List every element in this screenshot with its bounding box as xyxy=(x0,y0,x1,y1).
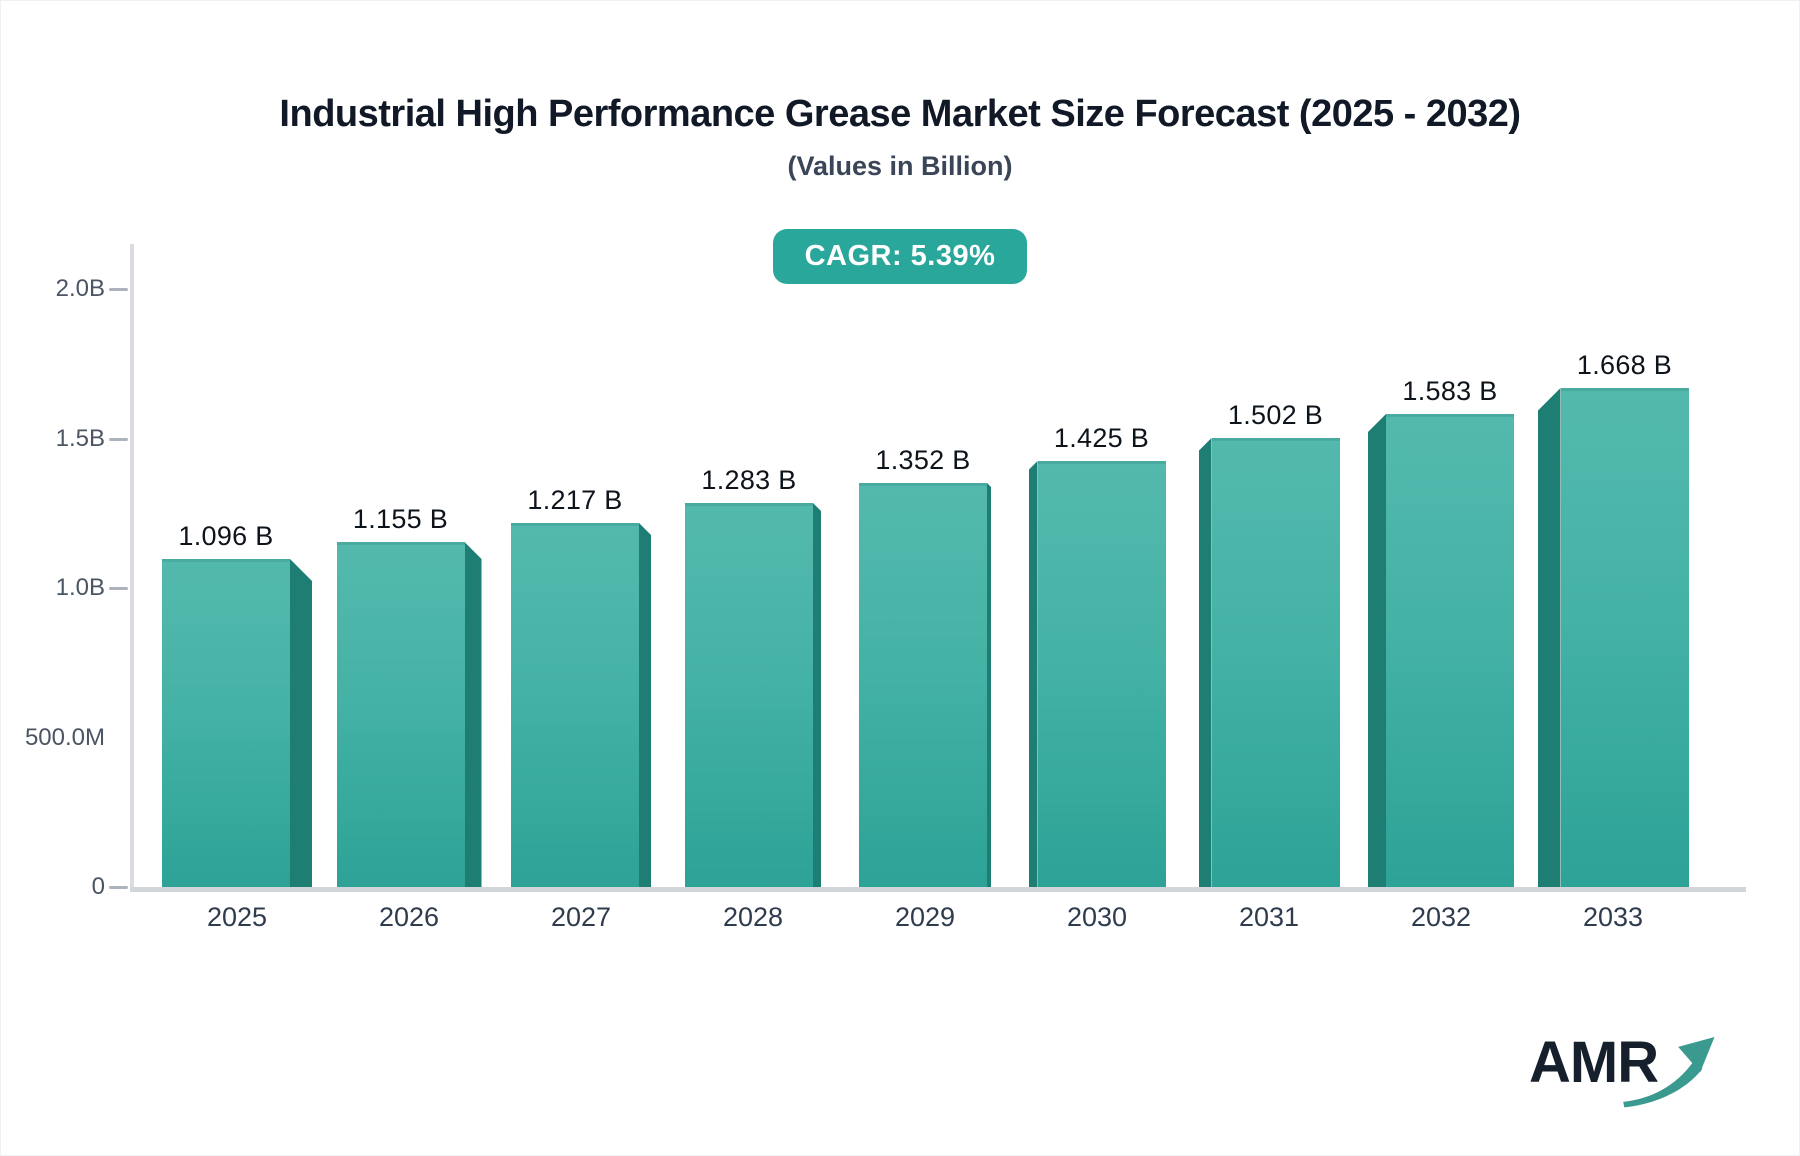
bar-value-label-2025: 1.096 B xyxy=(178,521,274,551)
x-tick-label-2026: 2026 xyxy=(378,902,440,932)
bar-side-2027 xyxy=(639,523,651,887)
bar-side-2026 xyxy=(464,542,482,887)
amr-logo: AMR xyxy=(1529,1029,1739,1113)
y-tick-dash xyxy=(109,437,128,441)
bar-value-label-2031: 1.502 B xyxy=(1227,400,1324,430)
bar-2030 xyxy=(1037,461,1166,887)
cagr-badge: CAGR: 5.39% xyxy=(772,229,1028,284)
bar-side-2028 xyxy=(813,503,821,887)
chart-subtitle: (Values in Billion) xyxy=(787,151,1013,181)
y-tick-dash xyxy=(109,886,128,889)
bar-2025 xyxy=(162,559,290,887)
x-axis-line xyxy=(130,887,1746,892)
bar-value-label-2026: 1.155 B xyxy=(352,504,449,534)
bar-2029 xyxy=(859,483,987,887)
x-tick-label-2029: 2029 xyxy=(894,902,956,932)
bar-2028 xyxy=(685,503,813,887)
bar-2033 xyxy=(1560,388,1689,887)
x-tick-label-2033: 2033 xyxy=(1582,902,1644,932)
bar-2027 xyxy=(511,523,639,887)
cagr-badge-row: CAGR: 5.39% xyxy=(1,229,1799,284)
bar-value-label-2032: 1.583 B xyxy=(1402,376,1498,406)
chart-title: Industrial High Performance Grease Marke… xyxy=(279,93,1521,135)
bar-value-label-2028: 1.283 B xyxy=(701,465,797,495)
bar-2031 xyxy=(1211,438,1340,887)
bar-side-2029 xyxy=(987,483,991,887)
bar-side-2025 xyxy=(290,559,312,887)
bar-value-label-2027: 1.217 B xyxy=(527,485,623,515)
y-tick-dash xyxy=(109,587,128,590)
x-tick-label-2031: 2031 xyxy=(1238,902,1300,932)
amr-logo-text: AMR xyxy=(1529,1030,1659,1095)
y-axis-line xyxy=(130,244,134,892)
x-tick-label-2030: 2030 xyxy=(1066,902,1128,932)
bar-value-label-2033: 1.668 B xyxy=(1576,350,1673,380)
x-tick-label-2032: 2032 xyxy=(1410,902,1472,932)
bar-value-label-2029: 1.352 B xyxy=(875,445,971,475)
x-tick-label-2025: 2025 xyxy=(206,902,268,932)
y-tick-label: 0 xyxy=(91,873,105,900)
bar-2026 xyxy=(336,542,465,887)
y-tick-label: 500.0M xyxy=(24,723,105,751)
bar-side-2031 xyxy=(1198,438,1212,887)
bar-side-2030 xyxy=(1028,461,1038,887)
bar-value-label-2030: 1.425 B xyxy=(1053,423,1150,453)
y-tick-label: 1.5B xyxy=(55,424,105,452)
x-tick-label-2027: 2027 xyxy=(550,902,612,932)
y-tick-label: 2.0B xyxy=(55,275,105,302)
bar-side-2033 xyxy=(1537,388,1561,887)
y-tick-label: 1.0B xyxy=(55,574,105,601)
x-tick-label-2028: 2028 xyxy=(722,902,784,932)
amr-logo-arrow-icon xyxy=(1623,1037,1715,1108)
bar-2032 xyxy=(1386,414,1514,887)
y-tick-dash xyxy=(109,288,128,291)
bar-side-2032 xyxy=(1368,414,1386,887)
